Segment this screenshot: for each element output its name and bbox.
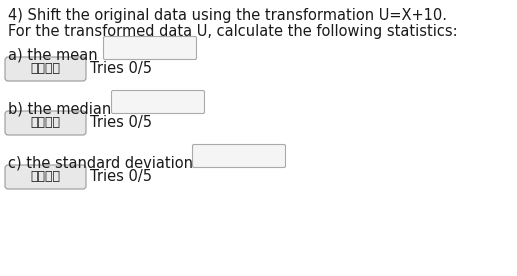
Text: 提交答案: 提交答案 — [31, 171, 60, 184]
Text: Tries 0/5: Tries 0/5 — [90, 169, 152, 184]
Text: c) the standard deviation: c) the standard deviation — [8, 156, 193, 171]
Text: For the transformed data U, calculate the following statistics:: For the transformed data U, calculate th… — [8, 24, 458, 39]
FancyBboxPatch shape — [112, 91, 205, 113]
FancyBboxPatch shape — [192, 145, 285, 168]
FancyBboxPatch shape — [5, 111, 86, 135]
FancyBboxPatch shape — [103, 36, 196, 60]
FancyBboxPatch shape — [5, 57, 86, 81]
Text: 提交答案: 提交答案 — [31, 116, 60, 129]
Text: a) the mean: a) the mean — [8, 48, 98, 63]
Text: 提交答案: 提交答案 — [31, 62, 60, 76]
Text: Tries 0/5: Tries 0/5 — [90, 62, 152, 76]
FancyBboxPatch shape — [5, 165, 86, 189]
Text: 4) Shift the original data using the transformation U=X+10.: 4) Shift the original data using the tra… — [8, 8, 447, 23]
Text: Tries 0/5: Tries 0/5 — [90, 115, 152, 131]
Text: b) the median: b) the median — [8, 102, 111, 117]
